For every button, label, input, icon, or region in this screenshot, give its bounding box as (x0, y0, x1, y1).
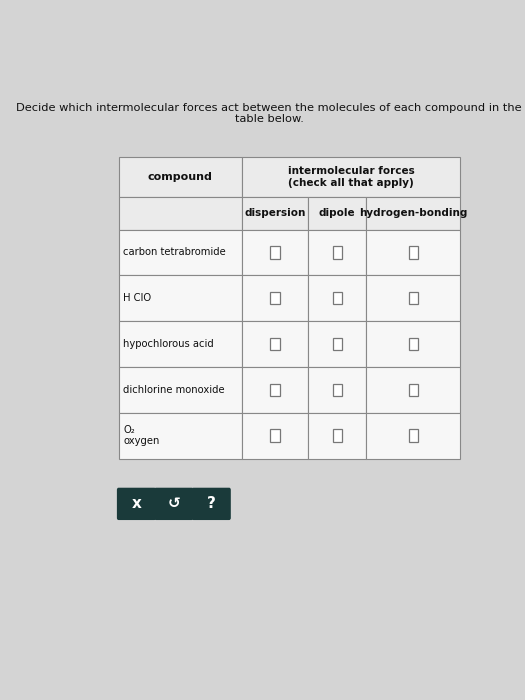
Bar (242, 230, 308, 275)
Text: ?: ? (207, 496, 216, 512)
Text: carbon tetrabromide: carbon tetrabromide (123, 247, 226, 258)
Bar (308, 321, 366, 367)
Text: H ClO: H ClO (123, 293, 152, 303)
Bar (119, 197, 242, 230)
Bar (242, 157, 460, 197)
Bar (408, 338, 418, 350)
Bar (242, 413, 308, 459)
Text: x: x (131, 496, 141, 512)
Bar (408, 292, 418, 304)
Text: intermolecular forces
(check all that apply): intermolecular forces (check all that ap… (288, 166, 414, 188)
Text: compound: compound (148, 172, 213, 182)
Bar (308, 275, 366, 321)
Bar (242, 321, 308, 367)
Bar (332, 292, 342, 304)
Bar (242, 197, 308, 230)
Text: dipole: dipole (319, 209, 355, 218)
Bar (270, 430, 279, 442)
Text: Decide which intermolecular forces act between the molecules of each compound in: Decide which intermolecular forces act b… (16, 103, 522, 125)
FancyBboxPatch shape (117, 488, 156, 520)
Bar (408, 430, 418, 442)
Bar (270, 292, 279, 304)
Bar (332, 338, 342, 350)
Bar (408, 246, 418, 258)
Bar (308, 413, 366, 459)
Text: O₂
oxygen: O₂ oxygen (123, 425, 160, 447)
Bar (332, 430, 342, 442)
Bar (119, 367, 242, 413)
Bar (119, 275, 242, 321)
Bar (242, 275, 308, 321)
Bar (270, 246, 279, 258)
Bar (366, 230, 460, 275)
Bar (366, 321, 460, 367)
Text: hypochlorous acid: hypochlorous acid (123, 339, 214, 349)
Bar (366, 275, 460, 321)
FancyBboxPatch shape (192, 488, 231, 520)
Text: hydrogen-bonding: hydrogen-bonding (359, 209, 467, 218)
Bar (366, 413, 460, 459)
Bar (242, 367, 308, 413)
Bar (408, 384, 418, 396)
Bar (366, 197, 460, 230)
Bar (270, 384, 279, 396)
Bar (332, 384, 342, 396)
Bar (119, 321, 242, 367)
Bar (366, 367, 460, 413)
Text: ↺: ↺ (167, 496, 180, 512)
Bar (308, 367, 366, 413)
Bar (119, 157, 242, 197)
FancyBboxPatch shape (154, 488, 193, 520)
Bar (332, 246, 342, 258)
Bar (270, 338, 279, 350)
Bar (119, 413, 242, 459)
Text: dispersion: dispersion (244, 209, 306, 218)
Text: dichlorine monoxide: dichlorine monoxide (123, 385, 225, 395)
Bar (119, 230, 242, 275)
Bar (308, 230, 366, 275)
Bar (308, 197, 366, 230)
